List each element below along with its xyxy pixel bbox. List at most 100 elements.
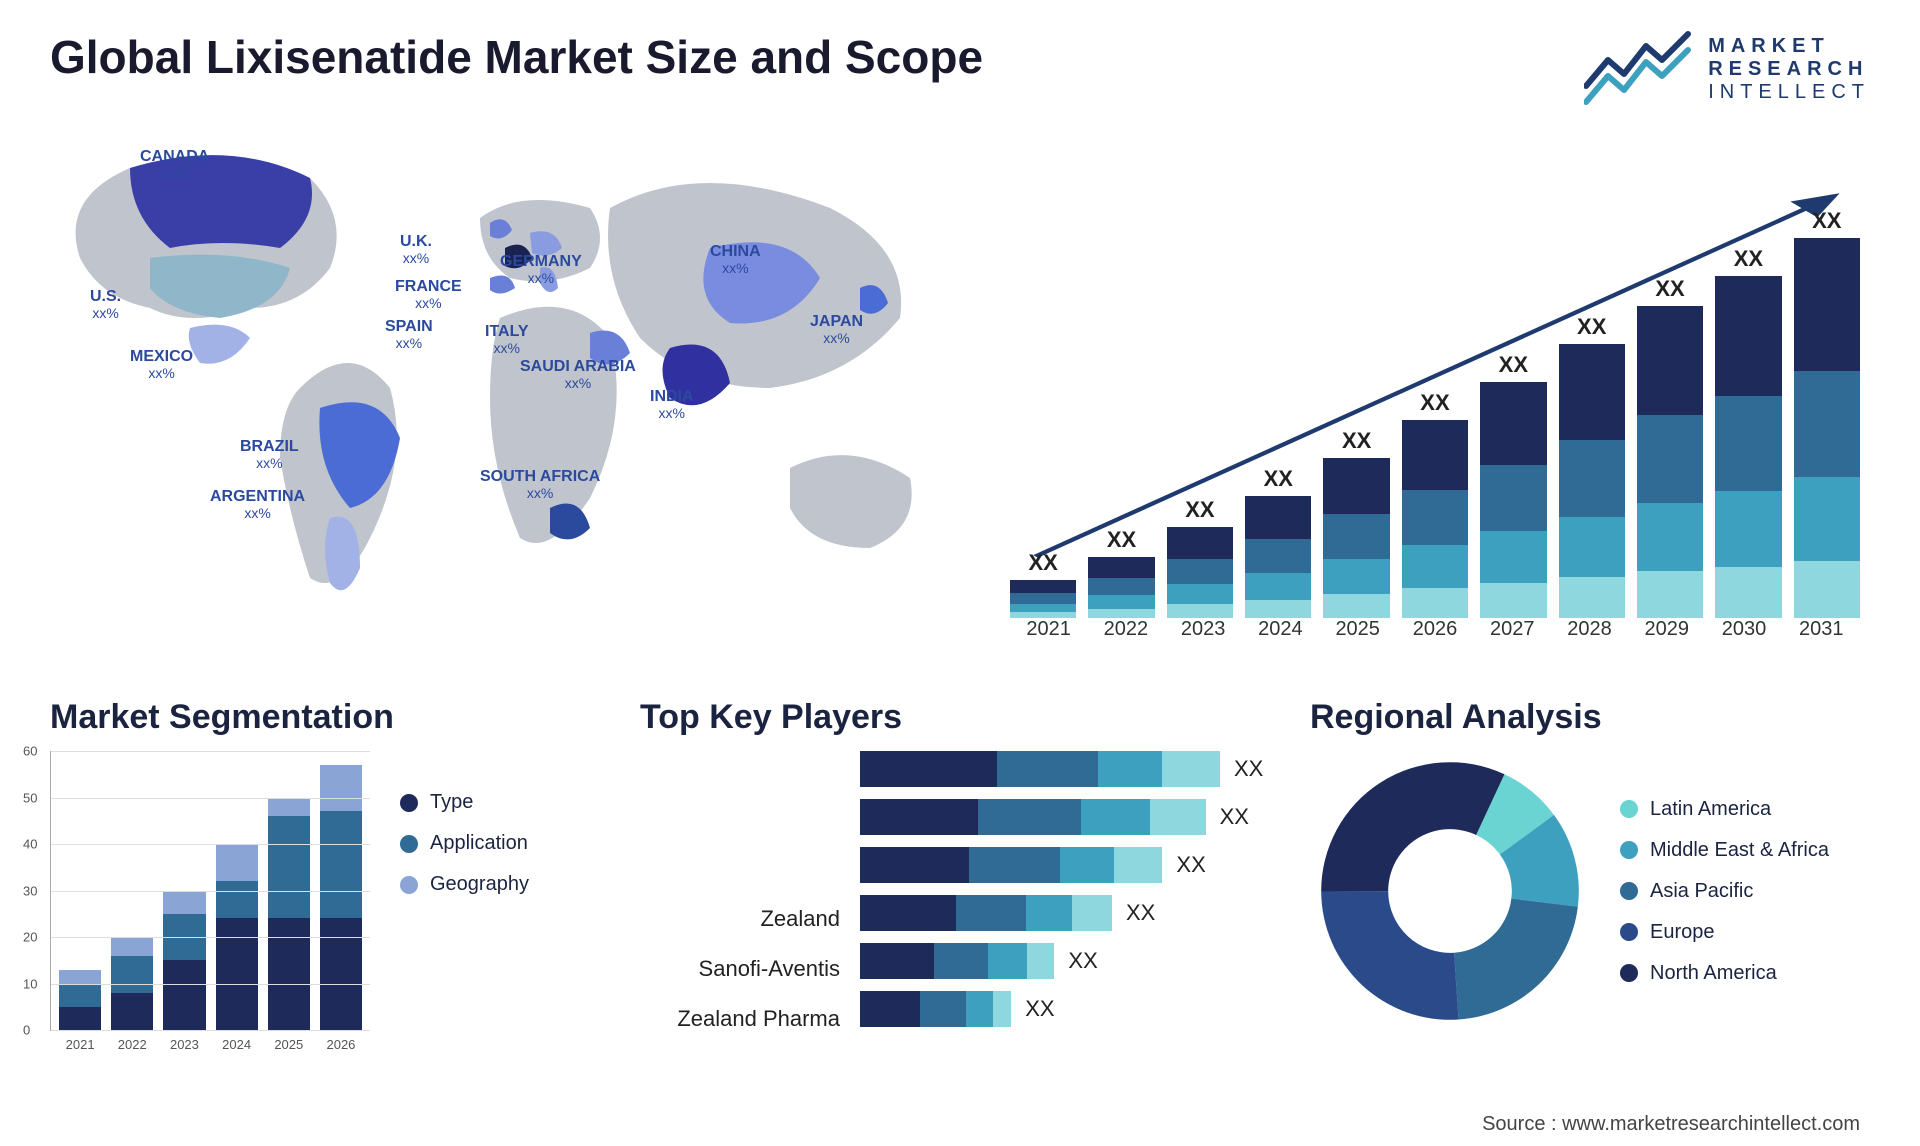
growth-year-label: 2028 [1551, 618, 1628, 658]
growth-bar: XX [1402, 238, 1468, 618]
growth-bar: XX [1088, 238, 1154, 618]
logo-mark-icon [1584, 30, 1694, 108]
donut-slice [1454, 899, 1578, 1020]
seg-y-tick: 10 [23, 976, 37, 991]
key-players-title: Top Key Players [640, 698, 1280, 737]
page-title: Global Lixisenatide Market Size and Scop… [50, 30, 983, 84]
key-player-value: XX [1220, 804, 1249, 830]
growth-year-label: 2029 [1628, 618, 1705, 658]
growth-year-label: 2027 [1474, 618, 1551, 658]
key-players-chart: XX XX XX XX XX XX [860, 751, 1280, 1039]
seg-y-tick: 40 [23, 837, 37, 852]
growth-bar: XX [1167, 238, 1233, 618]
growth-bar: XX [1794, 238, 1860, 618]
seg-year-label: 2023 [163, 1037, 205, 1052]
growth-year-label: 2022 [1087, 618, 1164, 658]
world-map-icon [50, 138, 970, 638]
legend-label: Middle East & Africa [1650, 839, 1829, 862]
map-country-label: U.S.xx% [90, 288, 121, 321]
key-player-name: Sanofi-Aventis [640, 951, 840, 987]
map-country-label: U.K.xx% [400, 233, 432, 266]
map-country-label: FRANCExx% [395, 278, 462, 311]
map-country-label: INDIAxx% [650, 388, 694, 421]
key-player-bar: XX [860, 895, 1280, 931]
legend-swatch-icon [400, 794, 418, 812]
seg-y-tick: 20 [23, 930, 37, 945]
legend-swatch-icon [1620, 800, 1638, 818]
growth-bar: XX [1010, 238, 1076, 618]
legend-label: Application [430, 832, 528, 855]
legend-swatch-icon [1620, 964, 1638, 982]
legend-item: Application [400, 832, 529, 855]
growth-year-label: 2031 [1783, 618, 1860, 658]
seg-y-tick: 0 [23, 1023, 30, 1038]
key-player-name: Zealand [640, 901, 840, 937]
donut-slice [1321, 891, 1458, 1020]
legend-label: Asia Pacific [1650, 880, 1753, 903]
seg-y-tick: 50 [23, 790, 37, 805]
key-player-bar: XX [860, 799, 1280, 835]
seg-year-label: 2025 [268, 1037, 310, 1052]
key-player-value: XX [1126, 900, 1155, 926]
key-player-value: XX [1176, 852, 1205, 878]
key-player-name: Zealand Pharma [640, 1001, 840, 1037]
growth-bar-value: XX [1010, 550, 1076, 576]
segmentation-chart: 202120222023202420252026 0102030405060 [50, 751, 370, 1031]
key-player-value: XX [1234, 756, 1263, 782]
growth-bar-value: XX [1794, 208, 1860, 234]
regional-legend: Latin AmericaMiddle East & AfricaAsia Pa… [1620, 798, 1829, 985]
legend-item: Europe [1620, 921, 1829, 944]
map-country-label: SPAINxx% [385, 318, 433, 351]
growth-bar-value: XX [1323, 428, 1389, 454]
growth-bar-value: XX [1088, 527, 1154, 553]
legend-item: Asia Pacific [1620, 880, 1829, 903]
key-player-bar: XX [860, 991, 1280, 1027]
growth-bar-value: XX [1245, 466, 1311, 492]
brand-logo: MARKET RESEARCH INTELLECT [1584, 30, 1870, 108]
map-country-label: MEXICOxx% [130, 348, 193, 381]
legend-swatch-icon [400, 835, 418, 853]
key-players-names: Zealand Sanofi-Aventis Zealand Pharma [640, 751, 840, 1039]
legend-swatch-icon [400, 876, 418, 894]
growth-bar-value: XX [1637, 276, 1703, 302]
growth-bar: XX [1559, 238, 1625, 618]
legend-swatch-icon [1620, 923, 1638, 941]
regional-donut-chart [1310, 751, 1590, 1031]
seg-year-label: 2022 [111, 1037, 153, 1052]
seg-y-tick: 30 [23, 883, 37, 898]
world-map-panel: CANADAxx%U.S.xx%MEXICOxx%BRAZILxx%ARGENT… [50, 138, 970, 658]
source-attribution: Source : www.marketresearchintellect.com [1482, 1113, 1860, 1136]
growth-bar: XX [1323, 238, 1389, 618]
logo-line1: MARKET [1708, 35, 1870, 58]
segmentation-panel: Market Segmentation 20212022202320242025… [50, 698, 610, 1039]
map-country-label: SAUDI ARABIAxx% [520, 358, 636, 391]
growth-bar: XX [1245, 238, 1311, 618]
key-player-bar: XX [860, 847, 1280, 883]
legend-label: Type [430, 791, 473, 814]
map-country-label: SOUTH AFRICAxx% [480, 468, 600, 501]
legend-label: North America [1650, 962, 1777, 985]
map-country-label: ITALYxx% [485, 323, 529, 356]
legend-swatch-icon [1620, 882, 1638, 900]
seg-year-label: 2021 [59, 1037, 101, 1052]
growth-year-label: 2023 [1165, 618, 1242, 658]
growth-bar-value: XX [1715, 246, 1781, 272]
growth-bar-value: XX [1480, 352, 1546, 378]
key-player-bar: XX [860, 751, 1280, 787]
legend-label: Europe [1650, 921, 1715, 944]
legend-label: Geography [430, 873, 529, 896]
growth-bar-value: XX [1402, 390, 1468, 416]
seg-year-label: 2026 [320, 1037, 362, 1052]
regional-title: Regional Analysis [1310, 698, 1870, 737]
map-country-label: ARGENTINAxx% [210, 488, 305, 521]
legend-item: Type [400, 791, 529, 814]
legend-item: Middle East & Africa [1620, 839, 1829, 862]
donut-slice [1321, 762, 1504, 891]
logo-line2: RESEARCH [1708, 58, 1870, 81]
seg-y-tick: 60 [23, 744, 37, 759]
key-players-panel: Top Key Players ZealandSanofi-AventisZea… [640, 698, 1280, 1039]
growth-year-label: 2025 [1319, 618, 1396, 658]
key-player-bar: XX [860, 943, 1280, 979]
growth-year-label: 2024 [1242, 618, 1319, 658]
growth-bar: XX [1480, 238, 1546, 618]
